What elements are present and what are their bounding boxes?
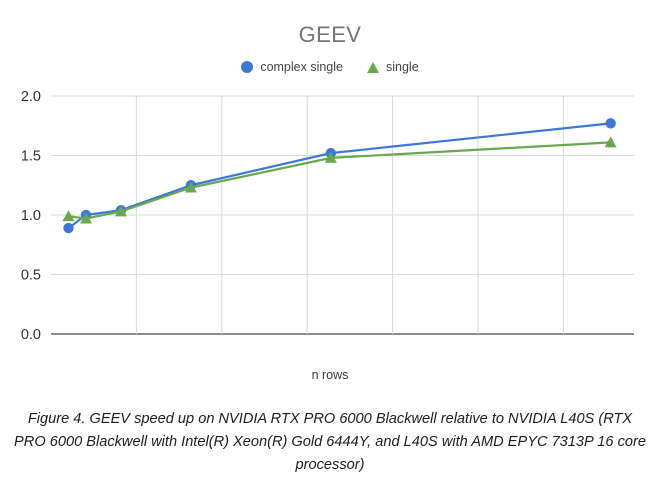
x-axis-title: n rows xyxy=(311,368,349,382)
data-point-marker xyxy=(324,151,337,163)
y-tick-label: 2.0 xyxy=(21,89,41,105)
chart-title: GEEV xyxy=(298,22,362,47)
y-tick-label: 0.0 xyxy=(21,327,41,340)
legend-label-single: single xyxy=(386,60,419,74)
data-point-marker xyxy=(184,181,197,193)
chart-legend: complex single single xyxy=(0,60,660,74)
legend-triangle-marker-icon xyxy=(367,61,379,73)
plot-area: 0.00.51.01.52.05000100001500020000250003… xyxy=(0,85,660,340)
series-line-complex-single xyxy=(67,122,612,230)
legend-item-complex-single[interactable]: complex single xyxy=(241,60,343,74)
data-point-marker xyxy=(62,210,75,222)
data-point-marker xyxy=(604,136,617,148)
figure-caption: Figure 4. GEEV speed up on NVIDIA RTX PR… xyxy=(14,411,646,473)
y-tick-label: 0.5 xyxy=(21,268,41,284)
y-tick-label: 1.0 xyxy=(21,208,41,224)
chart-svg: 0.00.51.01.52.05000100001500020000250003… xyxy=(21,89,634,340)
data-point-marker xyxy=(63,222,74,234)
legend-item-single[interactable]: single xyxy=(367,60,419,74)
data-point-marker xyxy=(114,205,127,217)
legend-circle-marker-icon xyxy=(241,61,254,73)
chart-card: GEEV complex single single 0.0 0.5 1.0 1.5 2… xyxy=(0,22,660,382)
series-line-single xyxy=(67,141,612,220)
data-point-marker xyxy=(79,212,92,224)
data-point-marker xyxy=(605,118,616,129)
legend-label-complex-single: complex single xyxy=(260,60,343,74)
y-tick-label: 1.5 xyxy=(21,149,41,165)
